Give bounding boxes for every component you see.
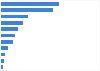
Bar (1, 21, 23, 25)
Bar (1, 8, 53, 12)
Bar (1, 59, 4, 63)
Bar (1, 53, 5, 56)
Bar (1, 15, 28, 18)
Bar (1, 34, 15, 37)
Bar (1, 46, 8, 50)
Bar (1, 2, 59, 6)
Bar (1, 65, 3, 69)
Bar (1, 40, 12, 44)
Bar (1, 27, 18, 31)
